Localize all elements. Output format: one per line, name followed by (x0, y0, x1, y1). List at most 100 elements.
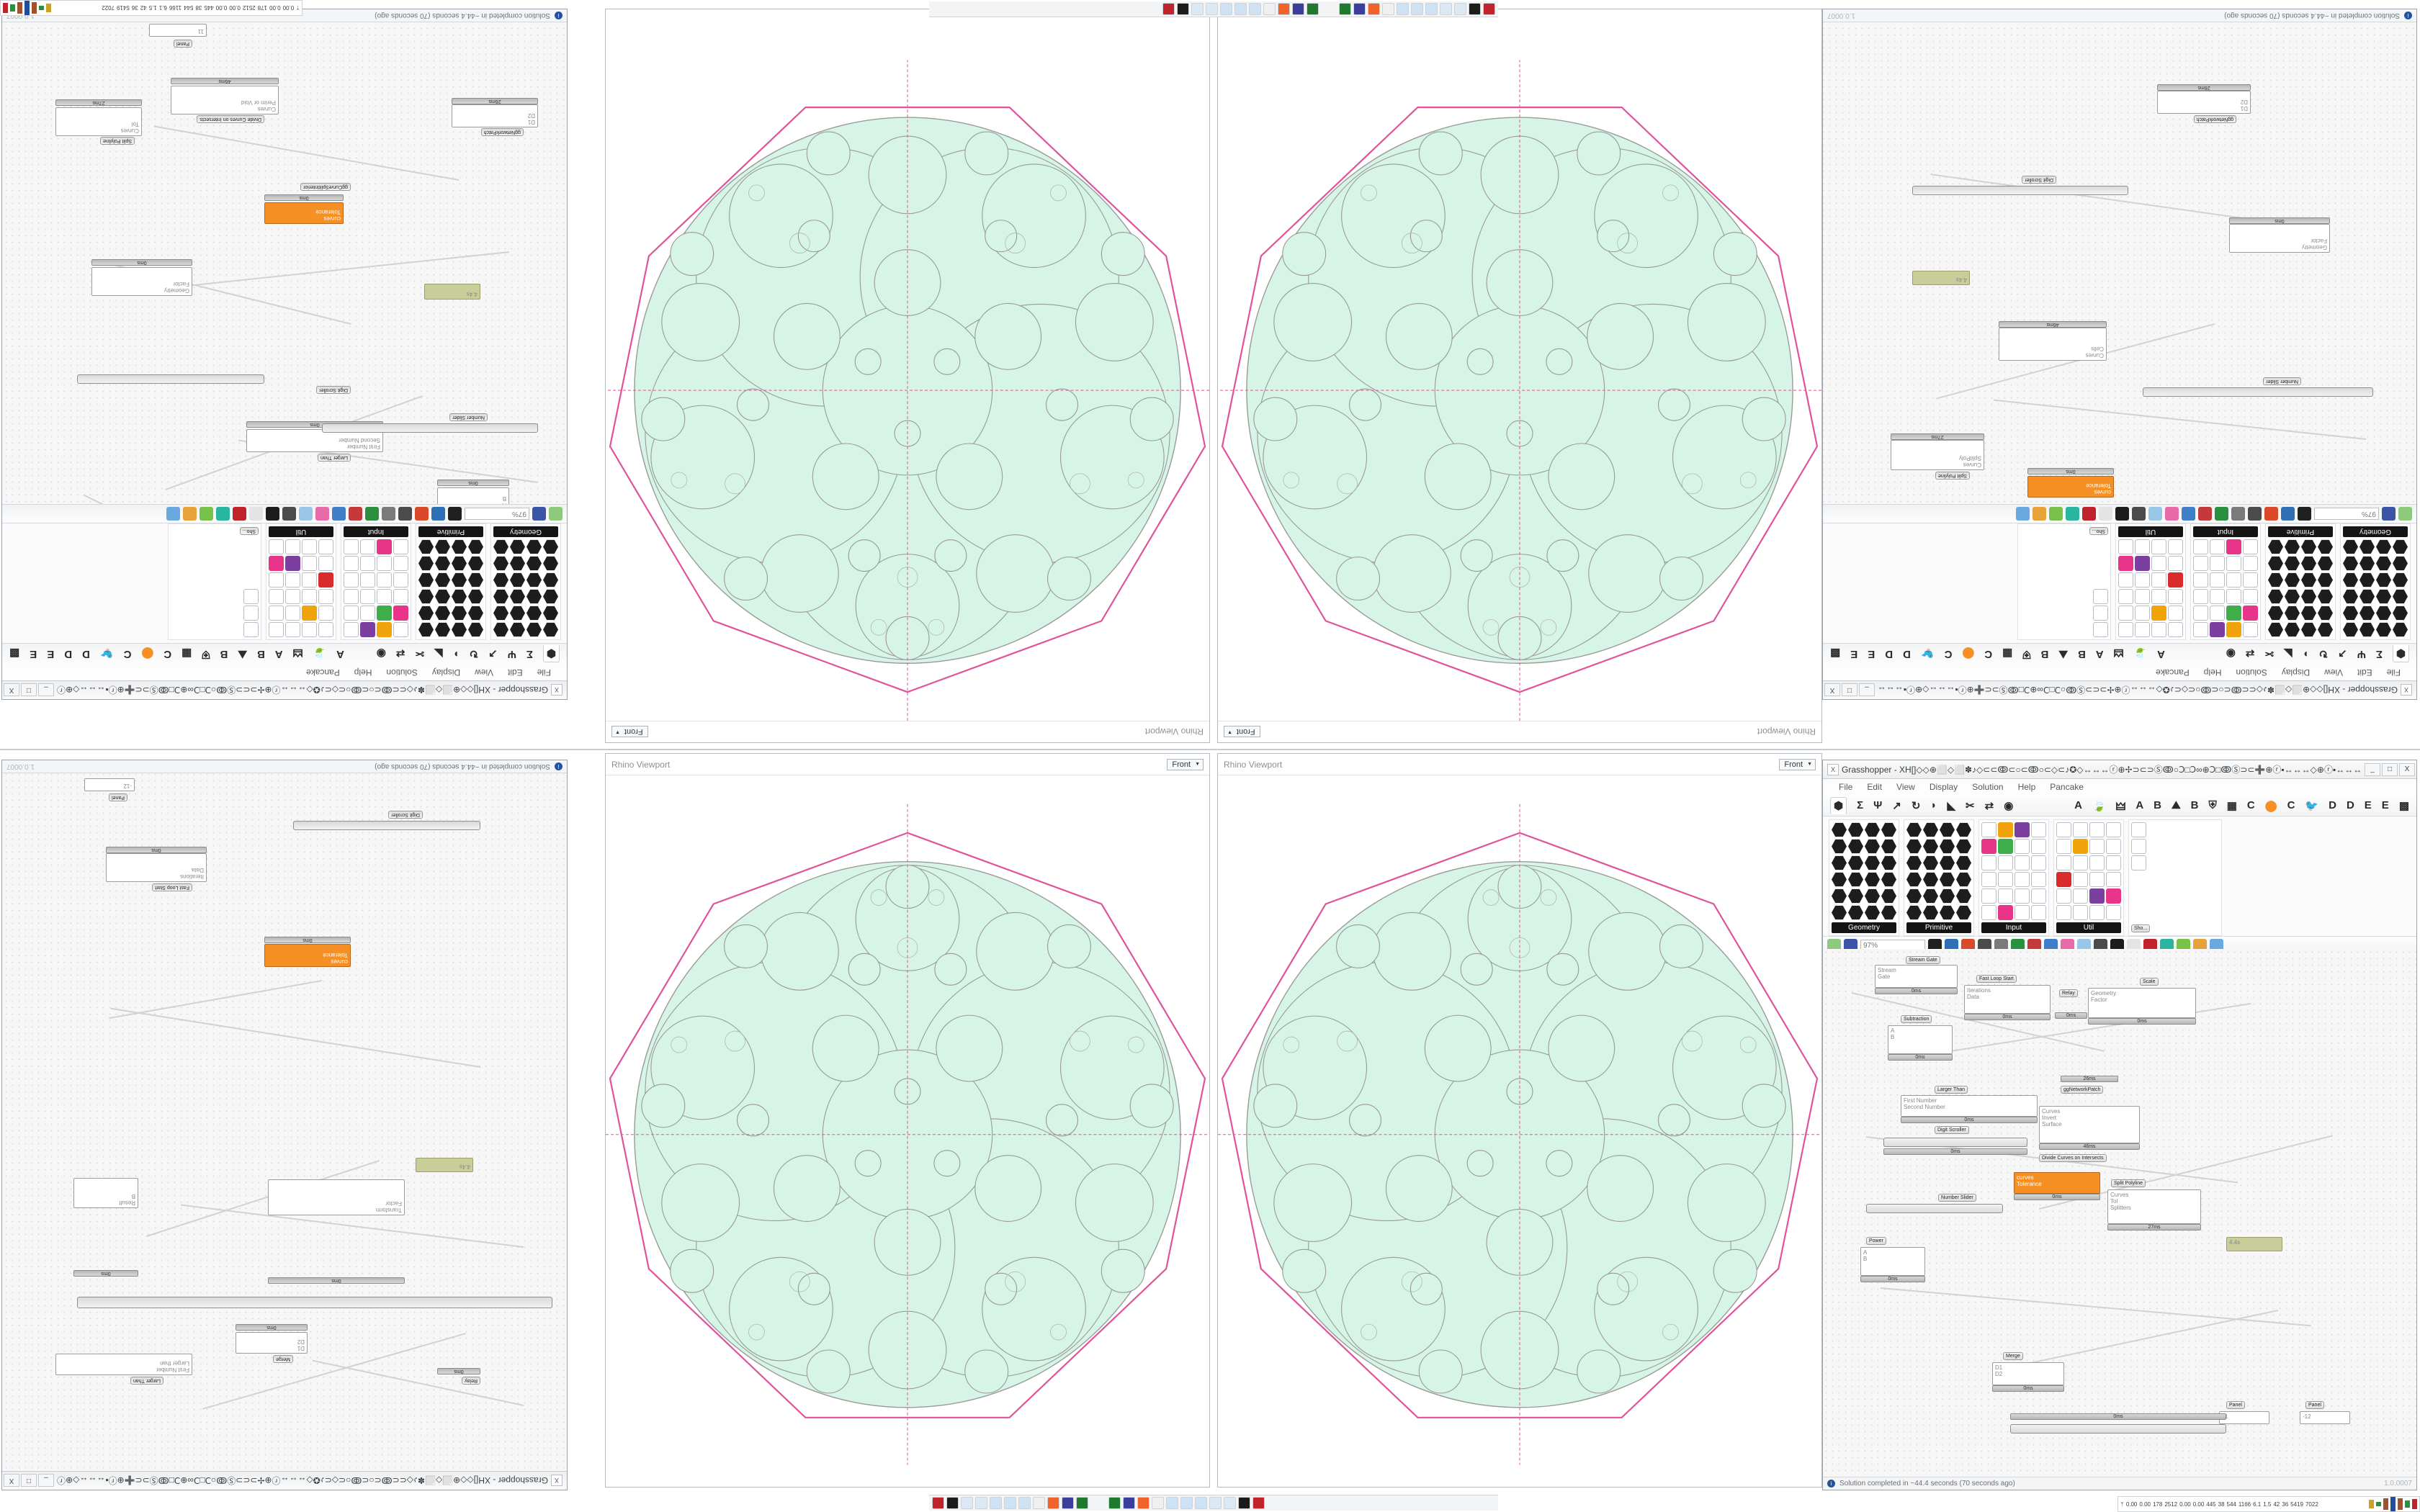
component-icon[interactable] (2106, 822, 2121, 837)
component-icon[interactable] (468, 556, 483, 571)
component-icon[interactable] (435, 539, 450, 554)
component-icon[interactable] (510, 589, 525, 604)
component-icon[interactable] (2226, 556, 2241, 571)
tab-d1[interactable]: D (1903, 648, 1911, 660)
component-icon[interactable] (2135, 606, 2150, 621)
node-label[interactable]: Stream Gate (1906, 956, 1940, 964)
balloon-icon[interactable] (299, 507, 313, 521)
fit-view-icon[interactable] (448, 507, 462, 521)
tab-sets-icon[interactable]: Ψ (507, 648, 516, 660)
notepad-icon[interactable] (1224, 1497, 1236, 1509)
component-icon[interactable] (2301, 556, 2316, 571)
component-icon[interactable] (1923, 822, 1938, 837)
component-icon[interactable] (2360, 589, 2375, 604)
node-number-slider-olive[interactable]: 4.4s (416, 1158, 473, 1172)
node-power[interactable]: A B (1860, 1247, 1925, 1276)
tab-mesh-icon[interactable]: ◣ (434, 647, 443, 660)
component-icon[interactable] (2360, 556, 2375, 571)
rhino-icon[interactable] (932, 1497, 944, 1509)
ribbon-panels[interactable]: Geometry Primitive (1823, 523, 2416, 643)
component-icon[interactable] (1940, 905, 1955, 920)
blender-icon[interactable] (1177, 3, 1189, 15)
system-monitor-bottom[interactable]: ᛘ 0.00 0.00 178 2512 0.00 0.00 445 38 54… (2118, 1496, 2420, 1512)
node-scale[interactable]: Geometry Factor (2088, 988, 2196, 1018)
node-merge[interactable]: D1 D2 (1992, 1362, 2064, 1385)
component-icon[interactable] (2268, 589, 2283, 604)
grasshopper-window-top-right[interactable]: i Solution completed in ~44.4 seconds (7… (1822, 9, 2417, 700)
component-icon[interactable] (2031, 872, 2046, 887)
ribbon-group-primitive[interactable]: Primitive (2265, 523, 2336, 640)
component-icon[interactable] (269, 556, 284, 571)
number-slider[interactable] (322, 423, 538, 433)
tab-bird-icon[interactable]: 🐦 (2305, 799, 2319, 812)
component-icon[interactable] (2073, 872, 2088, 887)
menu-view[interactable]: View (2324, 667, 2343, 678)
help-icon[interactable] (315, 507, 329, 521)
component-icon[interactable] (1998, 839, 2013, 854)
component-icon[interactable] (526, 539, 542, 554)
maximize-button[interactable]: □ (21, 1474, 37, 1488)
component-icon[interactable] (1981, 872, 1996, 887)
node-label[interactable]: ggNetworkPatch (2193, 115, 2236, 123)
tab-e2[interactable]: E (1850, 648, 1858, 660)
component-icon[interactable] (468, 572, 483, 588)
component-icon[interactable] (1906, 888, 1922, 904)
maximize-button[interactable]: □ (21, 683, 37, 697)
node-label[interactable]: Panel (2305, 1401, 2324, 1409)
component-icon[interactable] (1865, 872, 1880, 887)
calculator-icon[interactable] (1411, 3, 1423, 15)
component-icon[interactable] (2031, 905, 2046, 920)
component-icon[interactable] (360, 622, 375, 637)
blank-icon[interactable] (1152, 1497, 1164, 1509)
tab-d2[interactable]: D (2346, 799, 2354, 811)
preview-eye-icon[interactable] (431, 507, 445, 521)
component-icon[interactable] (285, 539, 300, 554)
tab-c2[interactable]: C (2287, 799, 2295, 811)
ribbon-group-geometry[interactable]: Geometry (1829, 819, 1899, 936)
node-label[interactable]: Divide Curves on Intersects (197, 115, 264, 123)
node-label[interactable]: Fast Loop Start (1976, 975, 2017, 983)
component-icon[interactable] (1956, 839, 1971, 854)
component-icon[interactable] (2015, 905, 2030, 920)
tab-tree-icon[interactable]: 🜲 (292, 647, 303, 659)
rhino-viewport-panel-2[interactable]: Rhino Viewport Front ▼ (1217, 9, 1822, 743)
component-icon[interactable] (1981, 822, 1996, 837)
taskbar-top[interactable] (929, 1, 1498, 17)
menu-edit[interactable]: Edit (507, 667, 523, 678)
gha-assemblies-icon[interactable] (365, 507, 379, 521)
component-icon[interactable] (2015, 872, 2030, 887)
component-icon[interactable] (377, 539, 392, 554)
profiler-icon[interactable] (398, 507, 412, 521)
component-icon[interactable] (1865, 888, 1880, 904)
close-button[interactable]: X (4, 1474, 19, 1488)
document-icon[interactable] (349, 507, 362, 521)
terminal-icon[interactable] (1307, 3, 1319, 15)
component-icon[interactable] (2106, 888, 2121, 904)
component-icon[interactable] (435, 572, 450, 588)
node-scale[interactable]: Geometry Factor (91, 267, 192, 296)
component-icon[interactable] (2131, 839, 2146, 854)
terminal-icon[interactable] (1339, 3, 1351, 15)
component-icon[interactable] (1832, 888, 1847, 904)
component-icon[interactable] (1956, 872, 1971, 887)
component-icon[interactable] (510, 572, 525, 588)
tab-b2[interactable]: B (2040, 648, 2049, 660)
component-icon[interactable] (1956, 888, 1971, 904)
component-icon[interactable] (2268, 556, 2283, 571)
tab-grid-icon[interactable]: ▦ (2226, 799, 2237, 812)
node-scale[interactable]: Geometry Factor (2229, 224, 2330, 253)
node-label[interactable]: Split Polyline (99, 137, 135, 145)
component-icon[interactable] (452, 539, 467, 554)
bake-icon[interactable] (415, 507, 429, 521)
tab-d2[interactable]: D (1885, 648, 1894, 660)
save-file-icon[interactable] (2382, 507, 2396, 521)
component-icon[interactable] (1956, 855, 1971, 870)
tab-params-icon[interactable]: ⬢ (1830, 796, 1847, 814)
component-icon[interactable] (360, 572, 375, 588)
component-icon[interactable] (318, 622, 333, 637)
node-label[interactable]: ggCurveSplitInterior (300, 183, 351, 191)
menu-pancake[interactable]: Pancake (306, 667, 340, 678)
calculator-icon[interactable] (1004, 1497, 1016, 1509)
component-icon[interactable] (1848, 855, 1863, 870)
component-icon[interactable] (510, 622, 525, 637)
